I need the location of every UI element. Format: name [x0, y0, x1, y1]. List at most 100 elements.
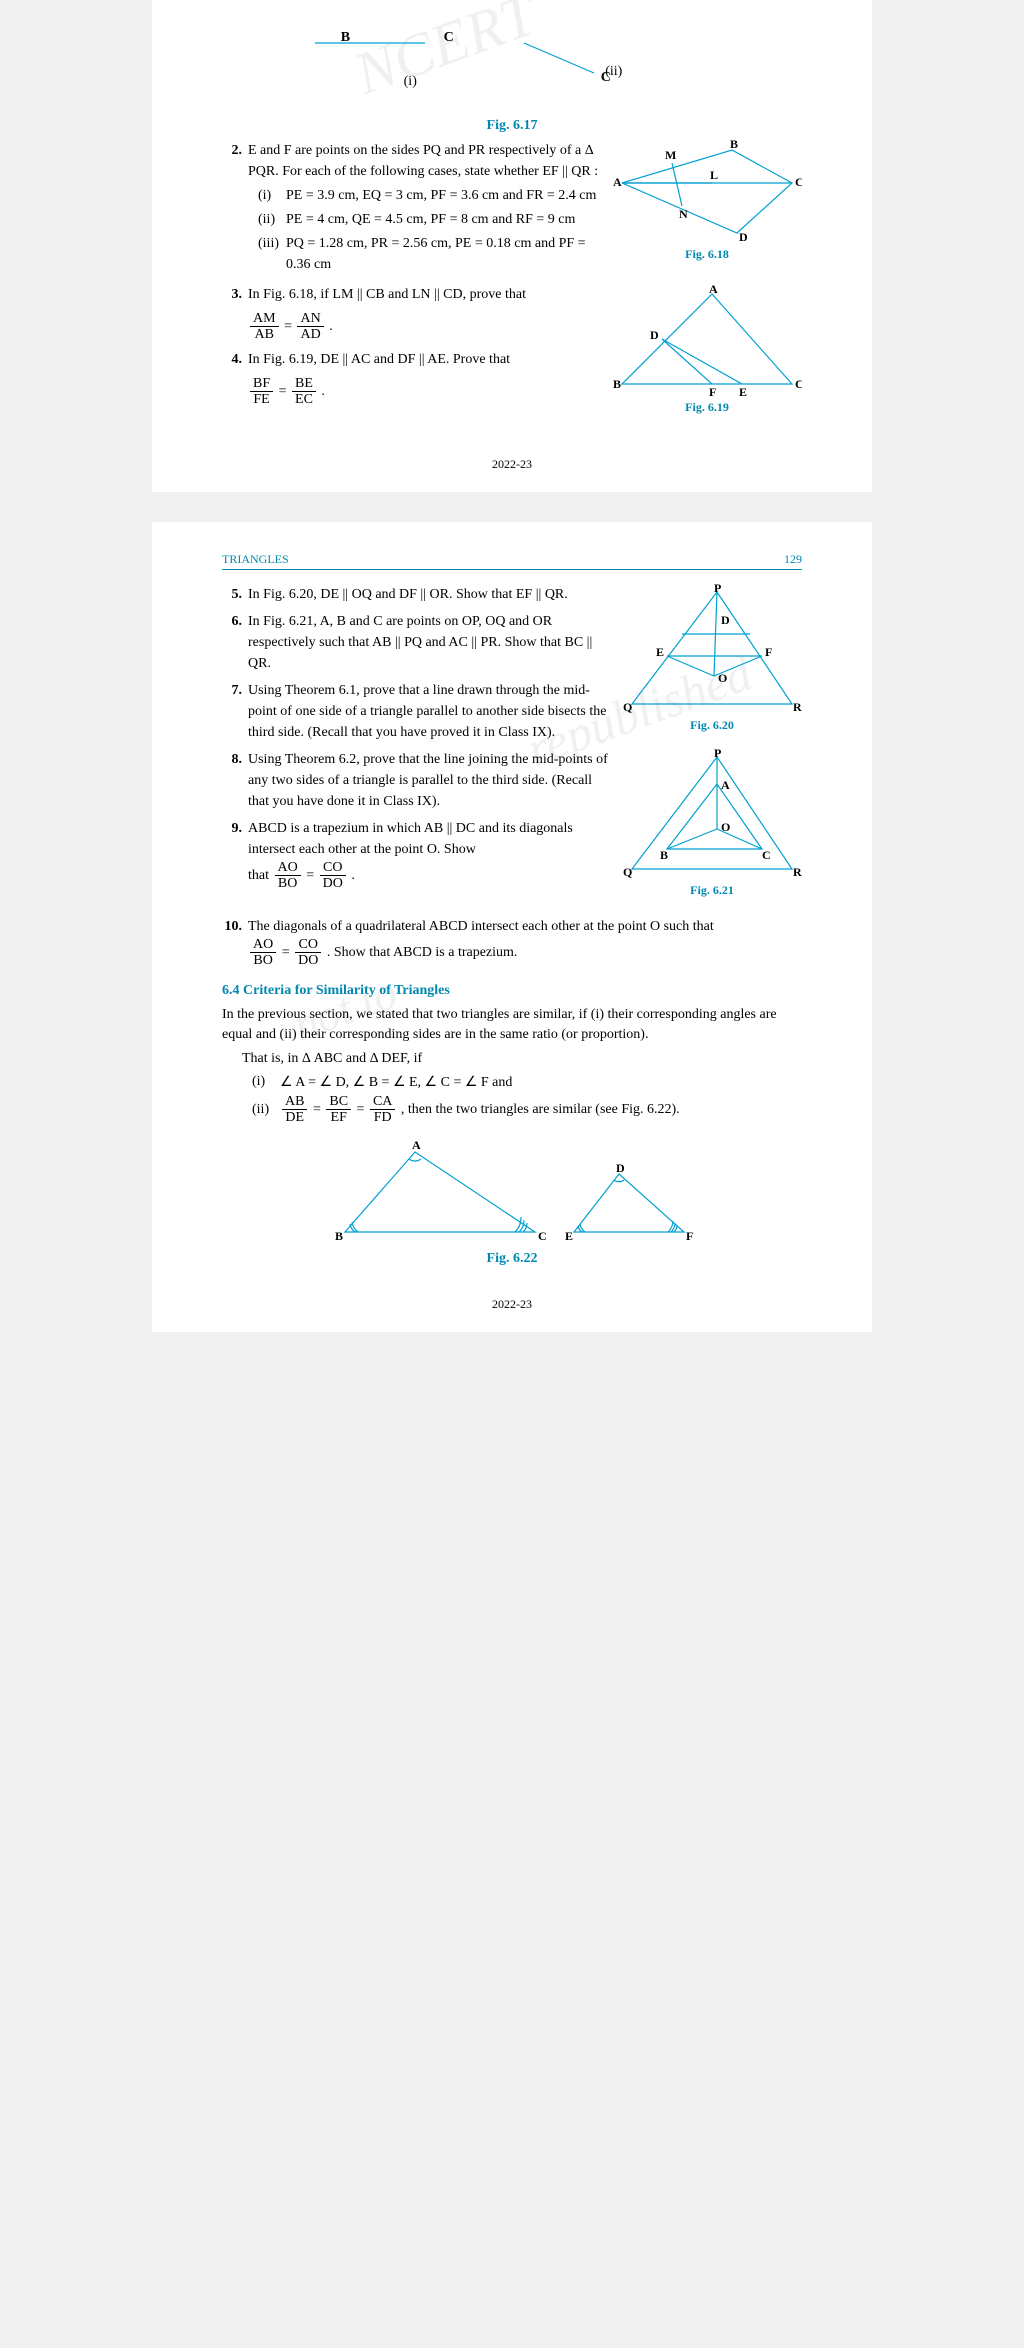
q10-CO: CO — [295, 937, 321, 953]
fig-617-i — [310, 38, 430, 58]
page-2: republished not to TRIANGLES 129 P Q R D… — [152, 522, 872, 1332]
q2-i: PE = 3.9 cm, EQ = 3 cm, PF = 3.6 cm and … — [286, 185, 596, 206]
f619-F: F — [709, 385, 716, 396]
section-head: 6.4 Criteria for Similarity of Triangles — [222, 983, 802, 999]
f620-D: D — [721, 613, 730, 627]
f622-E: E — [565, 1229, 573, 1243]
q6-num: 6. — [222, 611, 248, 674]
q3-AM: AM — [250, 311, 279, 327]
fig-618: A B C D M L N Fig. 6.18 — [612, 138, 802, 266]
fig-621: P Q R A B C O Fig. 6.21 — [622, 749, 802, 902]
sec-EF: EF — [326, 1110, 351, 1125]
f620-O: O — [718, 671, 727, 685]
question-8: 8.Using Theorem 6.2, prove that the line… — [222, 749, 612, 812]
q10-eq: = — [282, 945, 290, 960]
f619-D: D — [650, 328, 659, 342]
q8-text: Using Theorem 6.2, prove that the line j… — [248, 749, 612, 812]
f620-F: F — [765, 645, 772, 659]
q5-num: 5. — [222, 584, 248, 605]
f622-C: C — [538, 1229, 547, 1243]
q10-tail: . Show that ABCD is a trapezium. — [327, 945, 518, 960]
sec-DE: DE — [282, 1110, 307, 1125]
f621-O: O — [721, 820, 730, 834]
q10-BO: BO — [250, 953, 276, 968]
question-5: 5.In Fig. 6.20, DE || OQ and DF || OR. S… — [222, 584, 612, 605]
f622-F: F — [686, 1229, 693, 1243]
f619-A: A — [709, 284, 718, 296]
q4-BE: BE — [292, 376, 316, 392]
f621-R: R — [793, 865, 802, 879]
question-3: 3. In Fig. 6.18, if LM || CB and LN || C… — [222, 284, 602, 305]
sec-FD: FD — [370, 1110, 395, 1125]
f619-C: C — [795, 377, 802, 391]
q5-text: In Fig. 6.20, DE || OQ and DF || OR. Sho… — [248, 584, 612, 605]
header-page: 129 — [784, 552, 802, 567]
question-9: 9. ABCD is a trapezium in which AB || DC… — [222, 818, 612, 892]
q9-text: ABCD is a trapezium in which AB || DC an… — [248, 821, 573, 857]
q3-dot: . — [329, 319, 333, 334]
f620-Q: Q — [623, 700, 632, 714]
q3-num: 3. — [222, 284, 248, 305]
q4-num: 4. — [222, 349, 248, 370]
f622-D: D — [616, 1162, 625, 1175]
question-10: 10. The diagonals of a quadrilateral ABC… — [222, 916, 802, 969]
q10-text: The diagonals of a quadrilateral ABCD in… — [248, 919, 714, 934]
q10-AO: AO — [250, 937, 276, 953]
q3-AB: AB — [250, 327, 279, 342]
f618-D: D — [739, 230, 748, 243]
f618-B: B — [730, 138, 738, 151]
q2-iii: PQ = 1.28 cm, PR = 2.56 cm, PE = 0.18 cm… — [286, 233, 602, 275]
q4-EC: EC — [292, 392, 316, 407]
q10-num: 10. — [222, 916, 248, 969]
q3-text: In Fig. 6.18, if LM || CB and LN || CD, … — [248, 287, 526, 302]
sec-eq2: = — [357, 1102, 365, 1117]
question-6: 6.In Fig. 6.21, A, B and C are points on… — [222, 611, 612, 674]
q4-text: In Fig. 6.19, DE || AC and DF || AE. Pro… — [248, 352, 510, 367]
section-p2: That is, in Δ ABC and Δ DEF, if — [242, 1049, 802, 1069]
sec-BC: BC — [326, 1094, 351, 1110]
f619-B: B — [613, 377, 621, 391]
q3-eq: = — [284, 319, 292, 334]
q3-AN: AN — [297, 311, 323, 327]
q9-DO: DO — [320, 876, 346, 891]
q9-dot: . — [351, 868, 355, 883]
q9-CO: CO — [320, 860, 346, 876]
q2-ii-num: (ii) — [258, 209, 286, 230]
fig-622: A B C D E F Fig. 6.22 — [222, 1137, 802, 1267]
sec-i: ∠ A = ∠ D, ∠ B = ∠ E, ∠ C = ∠ F and — [280, 1074, 512, 1091]
q9-BO: BO — [275, 876, 301, 891]
header-title: TRIANGLES — [222, 552, 289, 567]
q4-FE: FE — [250, 392, 273, 407]
question-2: 2. E and F are points on the sides PQ an… — [222, 140, 602, 278]
q7-text: Using Theorem 6.1, prove that a line dra… — [248, 680, 612, 743]
sec-i-num: (i) — [252, 1074, 280, 1091]
q2-ii: PE = 4 cm, QE = 4.5 cm, PF = 8 cm and RF… — [286, 209, 575, 230]
question-4: 4. In Fig. 6.19, DE || AC and DF || AE. … — [222, 349, 602, 370]
fig622-caption: Fig. 6.22 — [222, 1251, 802, 1267]
fig618-caption: Fig. 6.18 — [612, 247, 802, 262]
fig617-i-label: (i) — [310, 74, 510, 90]
sec-ii-tail: , then the two triangles are similar (se… — [401, 1102, 680, 1117]
q2-i-num: (i) — [258, 185, 286, 206]
f620-R: R — [793, 700, 802, 714]
f618-L: L — [710, 168, 718, 182]
q9-that: that — [248, 868, 269, 883]
q2-num: 2. — [222, 140, 248, 278]
fig619-caption: Fig. 6.19 — [612, 400, 802, 415]
f620-P: P — [714, 584, 721, 595]
fig621-caption: Fig. 6.21 — [622, 883, 802, 898]
page-header: TRIANGLES 129 — [222, 552, 802, 570]
year-1: 2022-23 — [222, 457, 802, 472]
q4-BF: BF — [250, 376, 273, 392]
f619-E: E — [739, 385, 747, 396]
fig-620: P Q R D E F O Fig. 6.20 — [622, 584, 802, 737]
q2-iii-num: (iii) — [258, 233, 286, 275]
fig620-caption: Fig. 6.20 — [622, 718, 802, 733]
section-p1: In the previous section, we stated that … — [222, 1005, 802, 1046]
sec-CA: CA — [370, 1094, 395, 1110]
sec-eq1: = — [313, 1102, 321, 1117]
f618-M: M — [665, 148, 676, 162]
year-2: 2022-23 — [222, 1297, 802, 1312]
q9-eq: = — [306, 868, 314, 883]
f621-B: B — [660, 848, 668, 862]
